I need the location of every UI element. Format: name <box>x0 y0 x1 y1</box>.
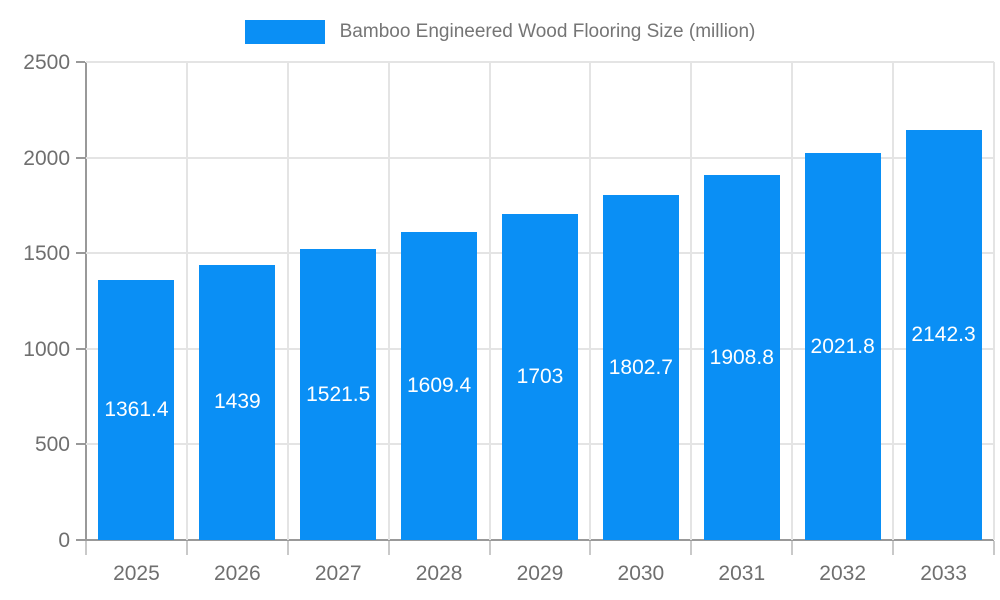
x-tick-mark <box>791 541 794 555</box>
x-tick-mark <box>993 541 995 555</box>
h-gridline <box>86 156 994 159</box>
x-tick-label: 2025 <box>113 562 160 585</box>
bar-value-label: 1439 <box>213 390 261 414</box>
y-tick-mark <box>76 539 85 541</box>
bar-value-label: 1609.4 <box>406 374 472 398</box>
x-tick-label: 2031 <box>718 562 766 585</box>
bar-2033: 2142.3 <box>905 130 982 540</box>
plot-area: 1361.4 1439 1521.5 1609.4 1703 1802.7 1908.8 20… <box>86 61 995 540</box>
bar-2026: 1439 <box>199 264 276 540</box>
y-tick-label: 2000 <box>23 146 70 170</box>
v-gridline <box>690 62 693 540</box>
x-tick-mark <box>690 541 693 555</box>
y-tick-label: 1500 <box>23 242 70 266</box>
x-axis-line <box>86 539 994 541</box>
bar-value-label: 1703 <box>516 365 564 389</box>
v-gridline <box>791 62 794 540</box>
x-tick-label: 2027 <box>314 562 362 585</box>
y-tick-mark <box>76 252 85 255</box>
y-tick-label: 0 <box>58 529 70 552</box>
x-tick-label: 2029 <box>516 562 564 585</box>
y-tick-label: 500 <box>34 433 70 457</box>
x-tick-mark <box>589 541 592 555</box>
v-gridline <box>286 62 289 540</box>
bar-value-label: 2021.8 <box>810 334 875 358</box>
x-tick-mark <box>387 541 390 555</box>
bar-2031: 1908.8 <box>703 175 780 540</box>
x-tick-mark <box>286 541 289 555</box>
v-gridline <box>185 62 188 540</box>
bar-2029: 1703 <box>502 214 578 540</box>
v-gridline <box>892 62 895 540</box>
x-tick-mark <box>85 541 87 555</box>
bar-2030: 1802.7 <box>602 195 679 540</box>
bar-value-label: 2142.3 <box>911 323 976 347</box>
v-gridline <box>589 62 592 540</box>
y-tick-mark <box>76 347 85 350</box>
y-tick-label: 2500 <box>23 51 70 74</box>
bar-value-label: 1908.8 <box>709 345 774 369</box>
bar-2032: 2021.8 <box>804 153 881 540</box>
y-tick-mark <box>76 156 85 159</box>
bar-2028: 1609.4 <box>401 232 478 540</box>
v-gridline <box>488 62 491 540</box>
bar-value-label: 1361.4 <box>104 397 169 421</box>
y-axis-line <box>85 62 87 554</box>
bar-value-label: 1802.7 <box>608 355 673 379</box>
bar-2025: 1361.4 <box>98 279 175 540</box>
x-tick-label: 2028 <box>415 562 463 585</box>
bar-2027: 1521.5 <box>300 249 377 540</box>
y-tick-mark <box>76 443 85 446</box>
chart-legend: Bamboo Engineered Wood Flooring Size (mi… <box>0 20 1000 44</box>
y-tick-mark <box>76 61 85 63</box>
v-gridline <box>387 62 390 540</box>
v-gridline <box>993 62 995 540</box>
x-tick-mark <box>488 541 491 555</box>
x-tick-mark <box>892 541 895 555</box>
x-tick-label: 2030 <box>617 562 665 585</box>
bar-value-label: 1521.5 <box>306 382 371 406</box>
y-tick-label: 1000 <box>23 337 70 361</box>
x-tick-mark <box>185 541 188 555</box>
x-tick-label: 2032 <box>819 562 867 585</box>
legend-label: Bamboo Engineered Wood Flooring Size (mi… <box>339 21 756 42</box>
legend-swatch <box>244 20 325 44</box>
h-gridline <box>86 61 994 63</box>
x-tick-label: 2033 <box>920 562 967 585</box>
x-tick-label: 2026 <box>213 562 261 585</box>
